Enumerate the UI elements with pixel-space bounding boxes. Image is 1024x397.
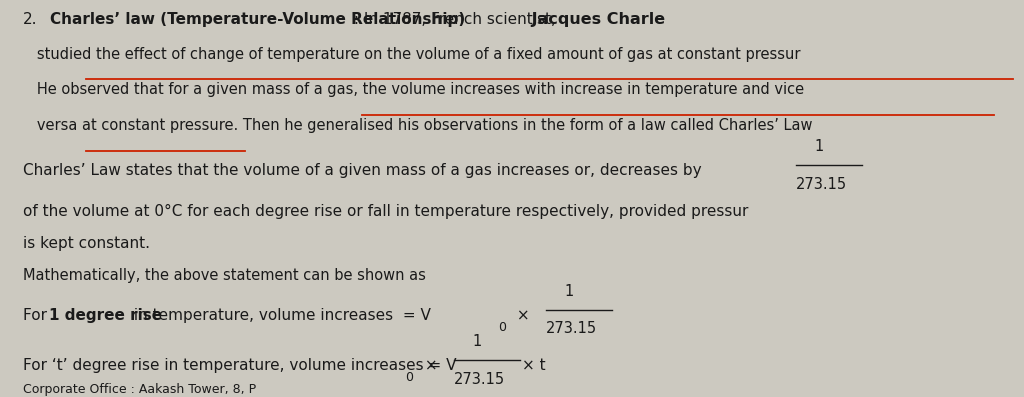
Text: 1: 1 bbox=[814, 139, 823, 154]
Text: 2.: 2. bbox=[23, 12, 37, 27]
Text: For ‘t’ degree rise in temperature, volume increases = V: For ‘t’ degree rise in temperature, volu… bbox=[23, 358, 456, 373]
Text: 1: 1 bbox=[472, 334, 481, 349]
Text: : In 1787, French scientist,: : In 1787, French scientist, bbox=[349, 12, 556, 27]
Text: For: For bbox=[23, 308, 51, 323]
Text: of the volume at 0°C for each degree rise or fall in temperature respectively, p: of the volume at 0°C for each degree ris… bbox=[23, 204, 748, 220]
Text: ×: × bbox=[512, 308, 529, 323]
Text: is kept constant.: is kept constant. bbox=[23, 236, 150, 251]
Text: Corporate Office : Aakash Tower, 8, P: Corporate Office : Aakash Tower, 8, P bbox=[23, 383, 256, 396]
Text: He observed that for a given mass of a gas, the volume increases with increase i: He observed that for a given mass of a g… bbox=[23, 83, 804, 98]
Text: versa at constant pressure. Then he generalised his observations in the form of : versa at constant pressure. Then he gene… bbox=[23, 118, 812, 133]
Text: in temperature, volume increases  = V: in temperature, volume increases = V bbox=[129, 308, 431, 323]
Text: Charles’ law (Temperature-Volume Relationship): Charles’ law (Temperature-Volume Relatio… bbox=[50, 12, 466, 27]
Text: studied the effect of change of temperature on the volume of a fixed amount of g: studied the effect of change of temperat… bbox=[23, 47, 800, 62]
Text: Jacques Charle: Jacques Charle bbox=[526, 12, 666, 27]
Text: 0: 0 bbox=[406, 371, 414, 384]
Text: 0: 0 bbox=[498, 321, 506, 334]
Text: 273.15: 273.15 bbox=[454, 372, 505, 387]
Text: ×: × bbox=[420, 358, 437, 373]
Text: Mathematically, the above statement can be shown as: Mathematically, the above statement can … bbox=[23, 268, 425, 283]
Text: 273.15: 273.15 bbox=[546, 322, 597, 337]
Text: 1 degree rise: 1 degree rise bbox=[49, 308, 162, 323]
Text: 273.15: 273.15 bbox=[796, 177, 847, 192]
Text: × t: × t bbox=[522, 358, 546, 373]
Text: 1: 1 bbox=[564, 284, 573, 299]
Text: Charles’ Law states that the volume of a given mass of a gas increases or, decre: Charles’ Law states that the volume of a… bbox=[23, 163, 701, 178]
